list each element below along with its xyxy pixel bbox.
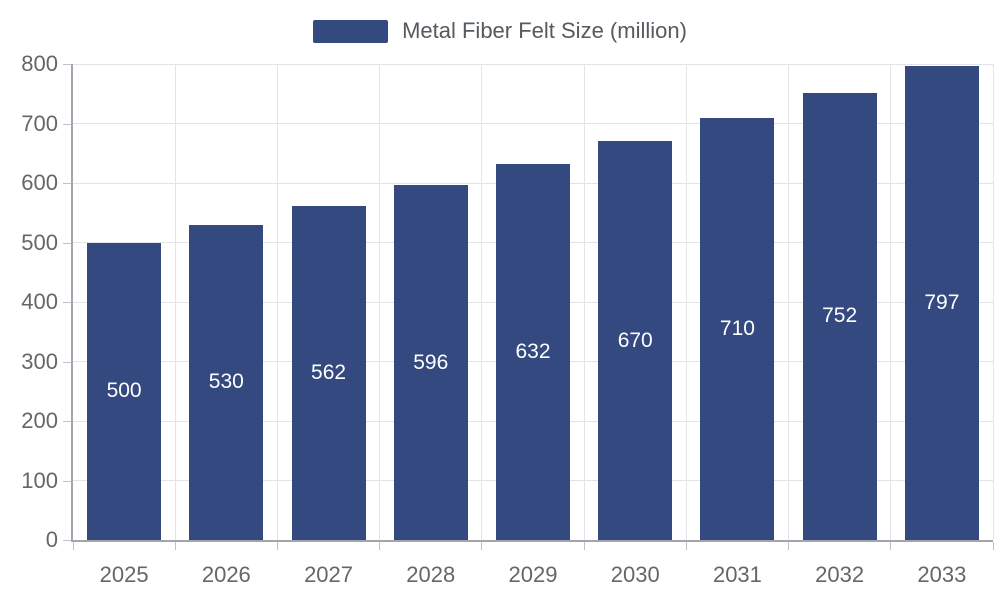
y-tick [63, 480, 71, 482]
gridline-v [992, 64, 994, 540]
bar-value-label: 632 [515, 339, 551, 363]
bar-value-label: 752 [822, 304, 858, 328]
x-axis-line [71, 540, 993, 542]
bar-value-label: 500 [106, 379, 142, 403]
gridline-v [174, 64, 176, 540]
x-axis-labels: 2025 2026 2027 2028 2029 2030 2031 2032 2033 [73, 562, 993, 592]
bar-2029: 632 [496, 163, 570, 540]
y-tick-label: 300 [21, 348, 58, 374]
gridline-v [583, 64, 585, 540]
x-tick [992, 542, 994, 550]
gridline-v [788, 64, 790, 540]
x-tick-label: 2033 [917, 562, 967, 587]
x-tick [685, 542, 687, 550]
x-tick [481, 542, 483, 550]
bar-value-label: 797 [924, 290, 960, 314]
bar-value-label: 596 [413, 350, 449, 374]
x-tick-label: 2030 [610, 562, 660, 587]
y-tick [63, 123, 71, 125]
x-tick-label: 2026 [201, 562, 251, 587]
y-tick-label: 600 [21, 170, 58, 195]
gridline-v [481, 64, 483, 540]
y-tick-label: 400 [21, 289, 58, 314]
bar-2026: 530 [189, 224, 264, 540]
x-tick [72, 542, 74, 550]
y-tick [63, 302, 71, 303]
bar-2025: 500 [87, 242, 162, 540]
bar-value-label: 562 [311, 360, 347, 384]
y-tick-label: 200 [21, 408, 58, 433]
gridline-v [276, 64, 278, 540]
y-tick-label: 800 [21, 51, 58, 76]
y-tick [63, 540, 71, 541]
chart-legend[interactable]: Metal Fiber Felt Size (million) [0, 16, 1000, 46]
y-tick-label: 100 [21, 467, 58, 493]
y-tick-label: 500 [21, 229, 58, 255]
gridline-v [379, 64, 381, 540]
y-tick [63, 421, 71, 422]
y-tick [63, 361, 71, 363]
y-tick [63, 64, 71, 65]
x-tick-label: 2027 [304, 562, 354, 587]
plot-area: 500 530 562 596 632 670 710 752 797 [63, 63, 994, 550]
y-axis-line [71, 64, 73, 542]
gridline-v [890, 64, 892, 540]
gridline-v [685, 64, 687, 540]
gridline-h [73, 123, 993, 124]
x-tick [174, 542, 176, 550]
y-tick [63, 242, 71, 244]
x-tick [379, 542, 381, 550]
x-tick [583, 542, 585, 550]
bar-value-label: 670 [617, 328, 653, 352]
x-tick [890, 542, 892, 550]
bar-value-label: 530 [208, 370, 244, 394]
y-axis-labels: 0 100 200 300 400 500 600 700 800 [0, 51, 58, 552]
x-tick [276, 542, 278, 550]
bar-2030: 670 [598, 141, 673, 540]
y-tick-label: 0 [45, 527, 58, 552]
x-tick-label: 2025 [99, 562, 149, 587]
bar-2033: 797 [904, 65, 979, 540]
legend-swatch [313, 19, 389, 43]
y-tick-label: 700 [21, 110, 58, 136]
bar-2032: 752 [802, 92, 877, 540]
x-tick-label: 2028 [406, 562, 456, 587]
bar-value-label: 710 [719, 316, 755, 340]
bar-2028: 596 [393, 185, 468, 540]
bar-2031: 710 [700, 117, 775, 540]
x-tick [788, 542, 790, 550]
legend-label: Metal Fiber Felt Size (million) [402, 18, 687, 43]
x-tick-label: 2029 [508, 562, 558, 587]
x-tick-label: 2031 [712, 562, 762, 587]
bar-2027: 562 [291, 205, 366, 540]
gridline-h [73, 63, 993, 65]
y-tick [63, 183, 71, 184]
x-tick-label: 2032 [815, 562, 865, 587]
